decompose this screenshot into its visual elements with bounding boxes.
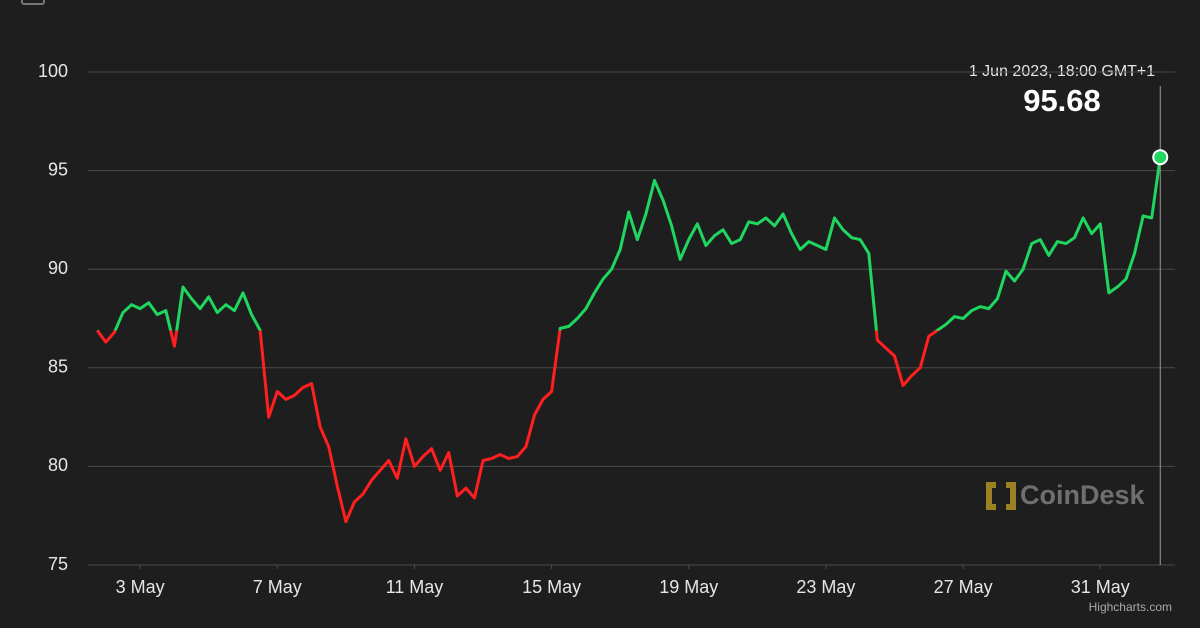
x-tick-label: 23 May [796,577,855,597]
x-tick-label: 11 May [386,577,444,597]
menu-icon[interactable] [21,0,45,5]
y-tick-label: 80 [48,455,68,475]
x-tick-label: 15 May [522,577,581,597]
y-tick-label: 85 [48,357,68,377]
y-tick-label: 90 [48,258,68,278]
y-tick-label: 95 [48,159,68,179]
watermark-logo [986,482,1016,510]
y-tick-label: 100 [38,61,68,81]
last-point-marker [1152,149,1169,166]
price-line [96,156,1162,524]
watermark: CoinDesk [986,480,1146,510]
y-tick-label: 75 [48,554,68,574]
grid [88,71,1175,569]
x-tick-label: 3 May [116,577,165,597]
credits[interactable]: Highcharts.com [1089,600,1172,614]
annotation-value: 95.68 [1023,83,1101,118]
x-tick-label: 19 May [659,577,718,597]
x-tick-label: 27 May [934,577,993,597]
x-tick-label: 31 May [1071,577,1130,597]
watermark-text: CoinDesk [1020,480,1146,510]
x-tick-label: 7 May [253,577,302,597]
axis-labels: 75 80 85 90 95 100 3 May 7 May 11 May 15 May 19 Ma… [38,61,1130,597]
